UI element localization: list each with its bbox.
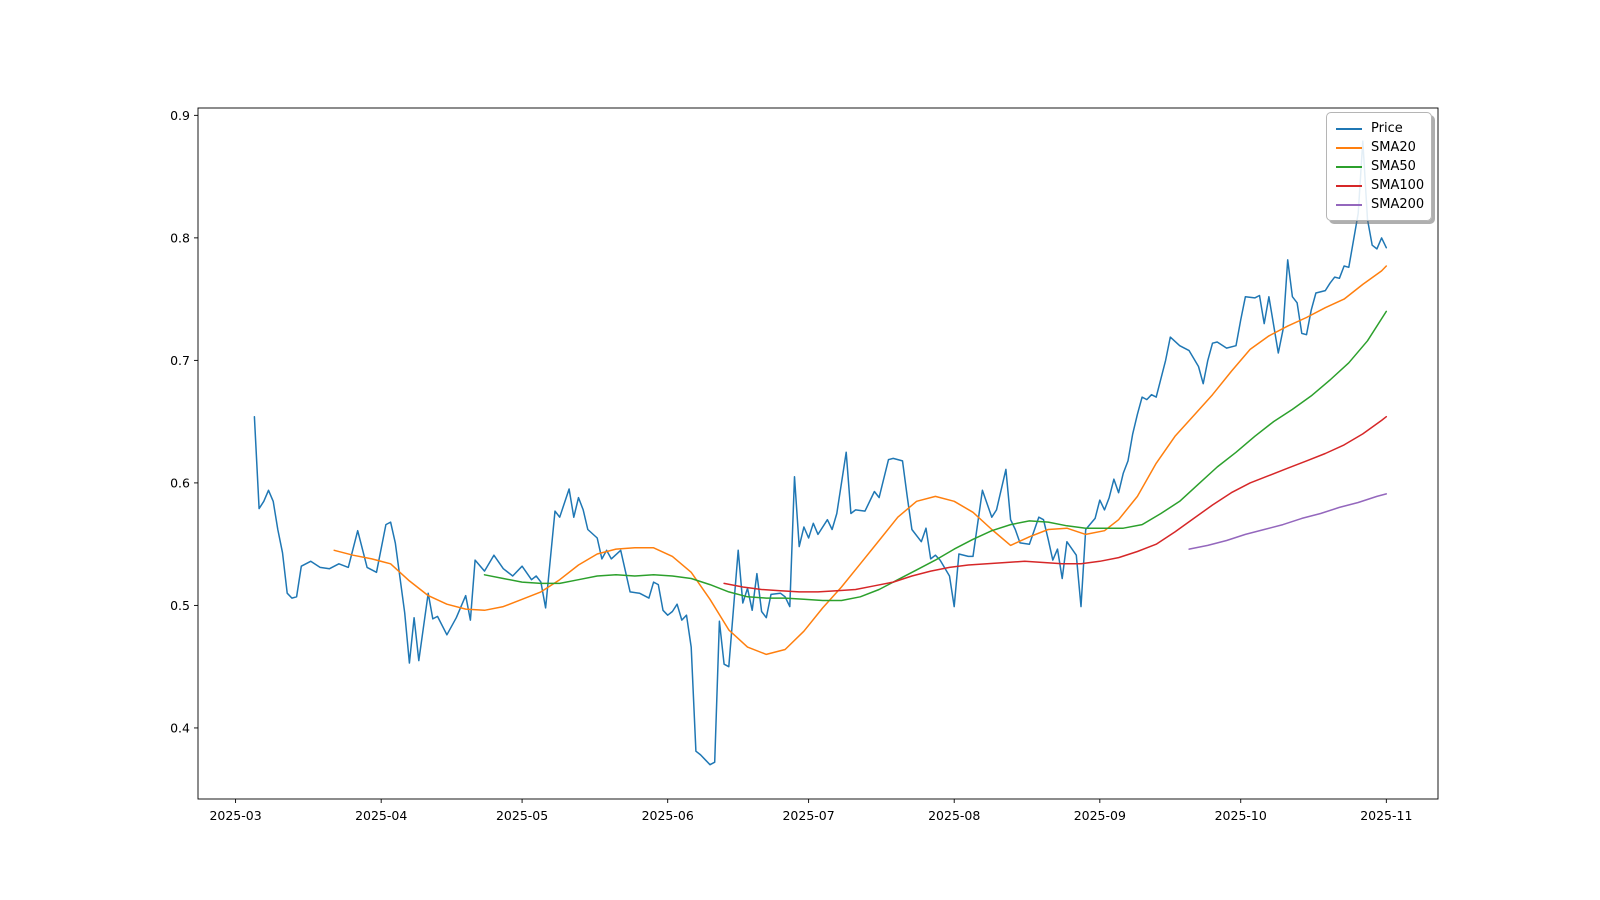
x-tick-label: 2025-09 xyxy=(1074,808,1126,823)
y-tick-label: 0.8 xyxy=(170,230,190,245)
y-tick-label: 0.7 xyxy=(170,353,190,368)
sma50-line-swatch xyxy=(1336,166,1362,168)
y-tick-label: 0.4 xyxy=(170,720,190,735)
price-line-swatch xyxy=(1336,128,1362,130)
sma50-line xyxy=(483,310,1388,602)
sma100-line xyxy=(723,415,1388,593)
sma20-line-swatch xyxy=(1336,147,1362,149)
x-tick-label: 2025-08 xyxy=(928,808,980,823)
y-tick-label: 0.5 xyxy=(170,598,190,613)
sma200-line-swatch xyxy=(1336,204,1362,206)
legend-label-sma200: SMA200 xyxy=(1371,197,1425,212)
x-tick-label: 2025-07 xyxy=(782,808,834,823)
legend-item-sma100: SMA100 xyxy=(1336,177,1425,195)
legend-label-sma100: SMA100 xyxy=(1371,178,1425,193)
x-tick-label: 2025-11 xyxy=(1360,808,1412,823)
legend-item-sma200: SMA200 xyxy=(1336,196,1425,214)
sma100-line-swatch xyxy=(1336,185,1362,187)
legend-item-sma50: SMA50 xyxy=(1336,158,1423,176)
x-tick-label: 2025-06 xyxy=(642,808,694,823)
price-line xyxy=(253,140,1388,766)
x-tick-label: 2025-04 xyxy=(355,808,407,823)
sma200-line xyxy=(1188,493,1388,550)
legend-label-price: Price xyxy=(1371,121,1403,136)
sma20-line xyxy=(333,265,1388,656)
y-tick-label: 0.6 xyxy=(170,475,190,490)
x-tick-label: 2025-10 xyxy=(1215,808,1267,823)
legend-label-sma20: SMA20 xyxy=(1371,140,1416,155)
legend-label-sma50: SMA50 xyxy=(1371,159,1416,174)
axes-spines xyxy=(197,107,1439,800)
legend: Price SMA20 SMA50 SMA100 SMA200 xyxy=(1326,112,1432,221)
legend-item-sma20: SMA20 xyxy=(1336,139,1423,157)
legend-item-price: Price xyxy=(1336,120,1423,138)
y-tick-label: 0.9 xyxy=(170,108,190,123)
x-tick-label: 2025-03 xyxy=(209,808,261,823)
x-tick-label: 2025-05 xyxy=(496,808,548,823)
